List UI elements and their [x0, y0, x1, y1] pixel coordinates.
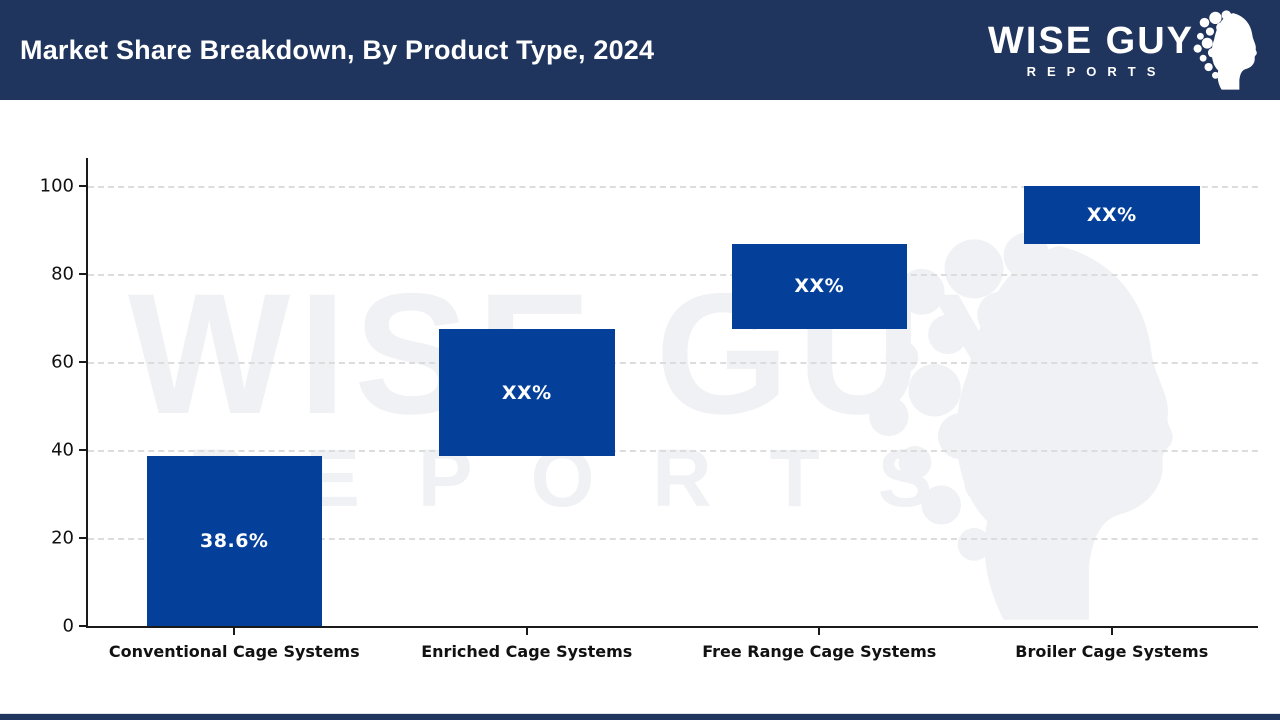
y-tick-mark-60: [79, 361, 87, 364]
gridline-20: [88, 538, 1258, 541]
x-tick-mark-1: [233, 628, 236, 635]
gridline-40: [88, 450, 1258, 453]
bar-1: 38.6%: [146, 456, 322, 626]
y-tick-label-20: 20: [51, 527, 74, 549]
x-tick-mark-4: [1110, 628, 1113, 635]
x-tick-mark-2: [525, 628, 528, 635]
header-banner: Market Share Breakdown, By Product Type,…: [0, 0, 1280, 100]
x-tick-mark-3: [818, 628, 821, 635]
bar-value-label: XX%: [1086, 203, 1137, 226]
x-axis-line: [86, 626, 1258, 628]
y-tick-mark-0: [79, 625, 87, 627]
watermark-face-icon: [869, 232, 1173, 620]
bar-3: XX%: [731, 243, 907, 330]
gridline-60: [88, 362, 1258, 365]
y-tick-label-0: 0: [62, 615, 74, 637]
bar-2: XX%: [439, 329, 615, 457]
y-axis-line: [86, 158, 88, 628]
y-tick-label-40: 40: [51, 439, 74, 461]
bar-value-label: 38.6%: [200, 530, 269, 553]
logo-wordmark: WISE GUY: [987, 20, 1194, 62]
y-tick-mark-100: [79, 185, 87, 188]
y-tick-label-80: 80: [51, 263, 74, 285]
page-title: Market Share Breakdown, By Product Type,…: [20, 34, 655, 65]
logo-face-icon: [1193, 10, 1257, 90]
chart-canvas: WISE GUY REPORTS 38.6% XX% XX% XX% 0 20 40 60 8…: [0, 100, 1280, 714]
x-category-label-2: Enriched Cage Systems: [421, 642, 633, 661]
bar-value-label: XX%: [501, 381, 552, 404]
y-tick-mark-20: [79, 537, 87, 540]
bar-value-label: XX%: [794, 275, 845, 298]
x-category-label-3: Free Range Cage Systems: [702, 642, 937, 661]
y-tick-label-60: 60: [51, 351, 74, 373]
x-category-label-4: Broiler Cage Systems: [1015, 642, 1209, 661]
wise-guy-reports-logo: WISE GUY REPORTS: [988, 9, 1262, 91]
y-tick-mark-80: [79, 273, 87, 276]
x-category-label-1: Conventional Cage Systems: [108, 642, 360, 661]
footer-hairline: [0, 713, 1280, 714]
y-tick-mark-40: [79, 449, 87, 452]
gridline-80: [88, 274, 1258, 277]
y-tick-label-100: 100: [39, 175, 74, 197]
bar-4: XX%: [1024, 186, 1200, 244]
logo-text: WISE GUY REPORTS: [988, 22, 1194, 78]
logo-subtitle: REPORTS: [1026, 64, 1167, 79]
plot-area: 38.6% XX% XX% XX%: [88, 160, 1258, 626]
gridline-100: [88, 186, 1258, 189]
footer-strip: [0, 714, 1280, 720]
